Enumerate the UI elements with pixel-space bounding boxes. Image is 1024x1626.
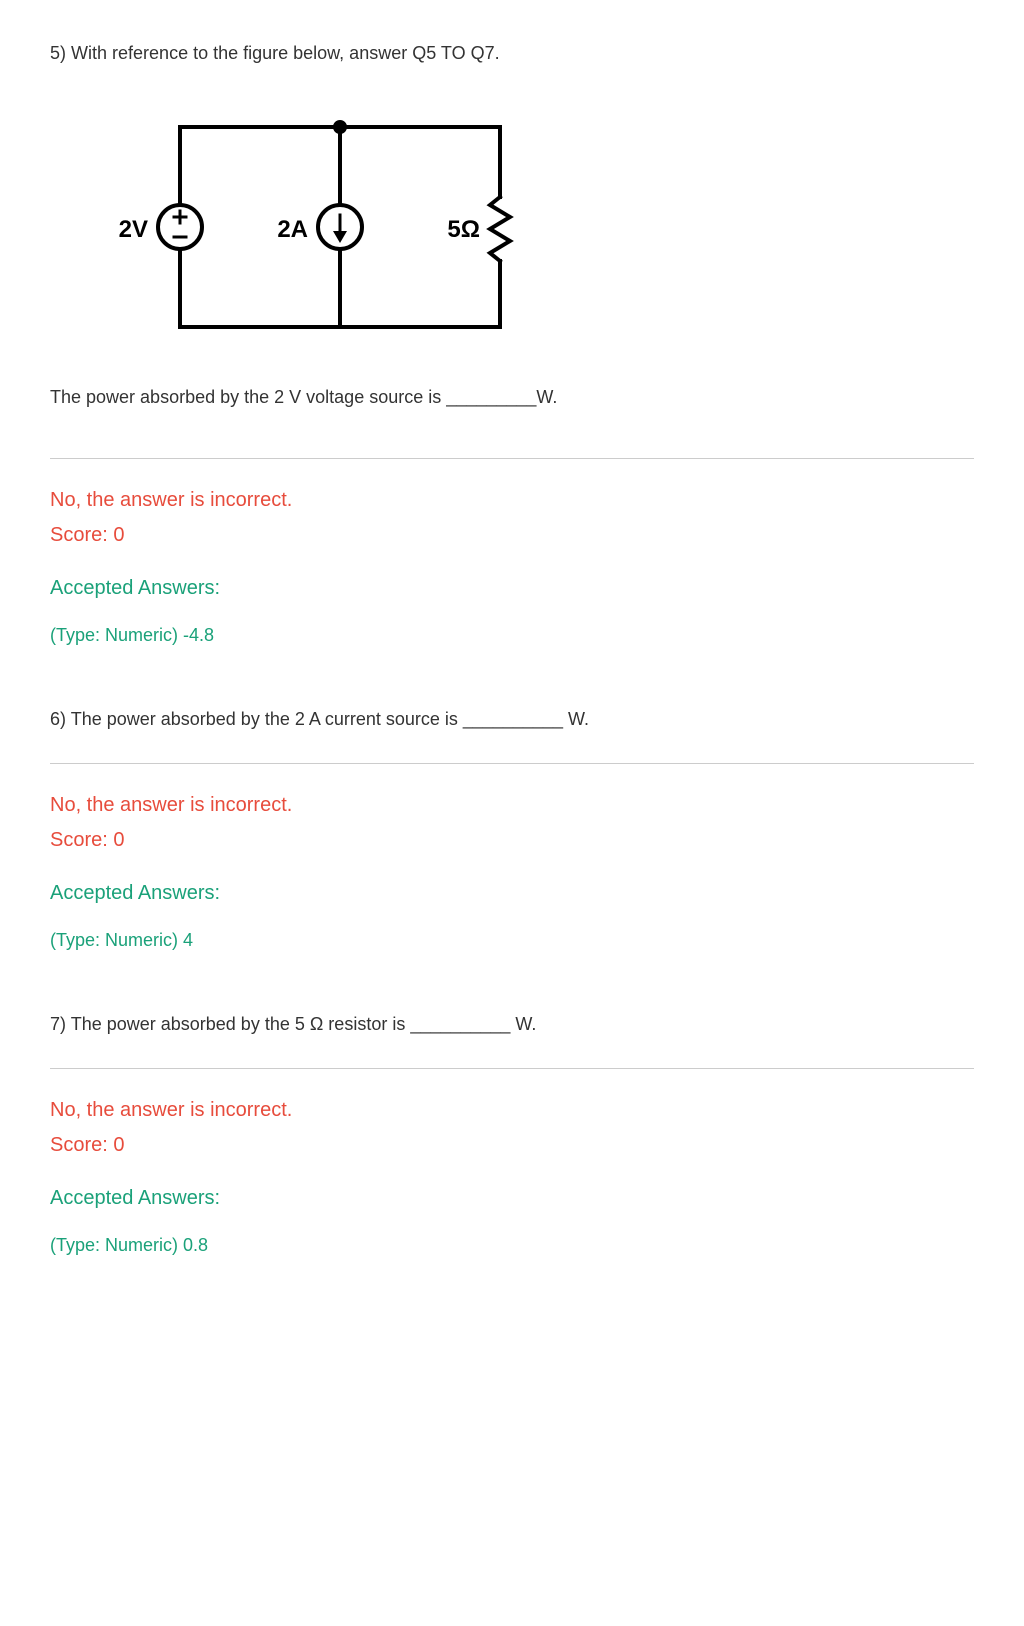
question-5: 5) With reference to the figure below, a… xyxy=(50,40,974,646)
feedback-text: No, the answer is incorrect. xyxy=(50,794,974,817)
accepted-label: Accepted Answers: xyxy=(50,577,974,600)
score-text: Score: 0 xyxy=(50,829,974,852)
question-7: 7) The power absorbed by the 5 Ω resisto… xyxy=(50,1011,974,1256)
question-number: 6) xyxy=(50,709,66,729)
circuit-diagram: 2V 2A 5Ω xyxy=(80,97,520,357)
feedback-text: No, the answer is incorrect. xyxy=(50,1099,974,1122)
question-prompt-text: The power absorbed by the 2 A current so… xyxy=(71,709,589,729)
voltage-label: 2V xyxy=(119,216,148,243)
accepted-value: (Type: Numeric) -4.8 xyxy=(50,625,974,646)
question-prompt: The power absorbed by the 2 V voltage so… xyxy=(50,387,974,408)
question-number: 7) xyxy=(50,1014,66,1034)
accepted-value: (Type: Numeric) 4 xyxy=(50,930,974,951)
divider xyxy=(50,763,974,764)
feedback-text: No, the answer is incorrect. xyxy=(50,489,974,512)
quiz-container: 5) With reference to the figure below, a… xyxy=(0,0,1024,1376)
divider xyxy=(50,1068,974,1069)
accepted-value: (Type: Numeric) 0.8 xyxy=(50,1235,974,1256)
question-intro: 5) With reference to the figure below, a… xyxy=(50,40,974,67)
score-text: Score: 0 xyxy=(50,1134,974,1157)
question-prompt: 6) The power absorbed by the 2 A current… xyxy=(50,706,974,733)
score-text: Score: 0 xyxy=(50,524,974,547)
question-prompt: 7) The power absorbed by the 5 Ω resisto… xyxy=(50,1011,974,1038)
accepted-label: Accepted Answers: xyxy=(50,1187,974,1210)
current-label: 2A xyxy=(277,216,308,243)
resistor-label: 5Ω xyxy=(447,216,480,243)
divider xyxy=(50,458,974,459)
question-number: 5) xyxy=(50,43,66,63)
question-intro-text: With reference to the figure below, answ… xyxy=(71,43,500,63)
accepted-label: Accepted Answers: xyxy=(50,882,974,905)
question-6: 6) The power absorbed by the 2 A current… xyxy=(50,706,974,951)
question-prompt-text: The power absorbed by the 5 Ω resistor i… xyxy=(71,1014,537,1034)
